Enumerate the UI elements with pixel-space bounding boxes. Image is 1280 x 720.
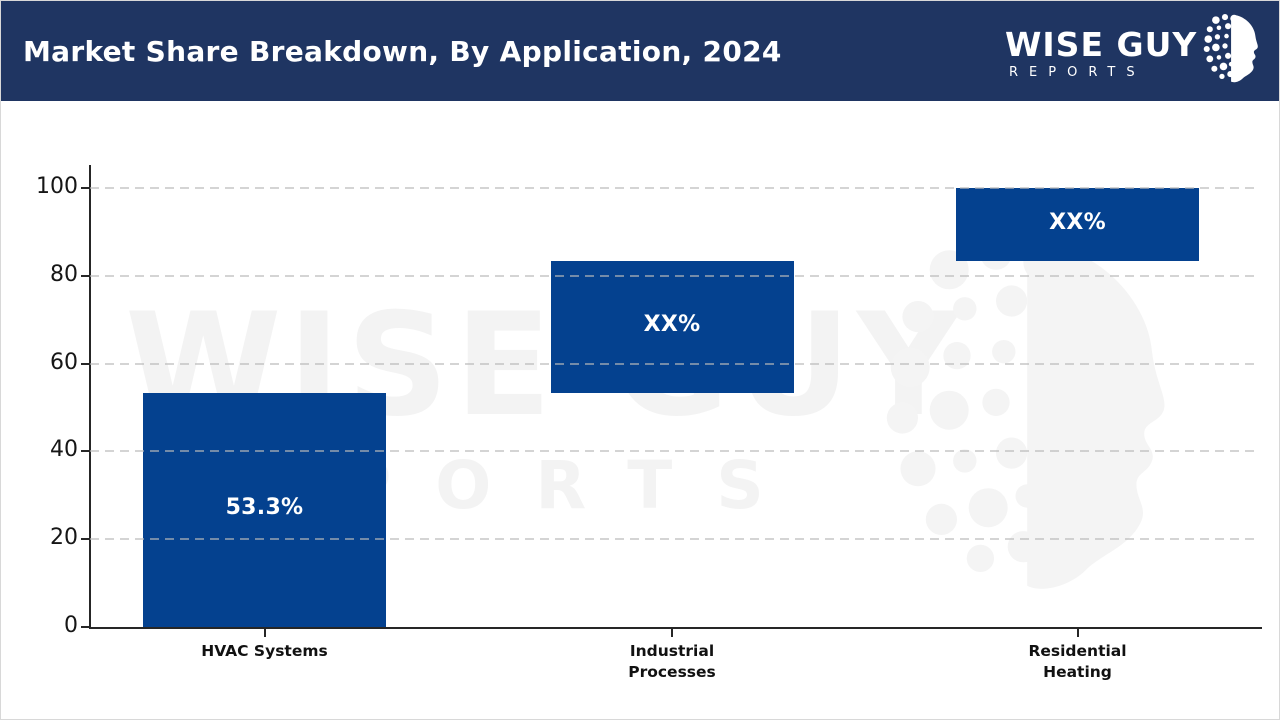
header-bar: Market Share Breakdown, By Application, … <box>1 1 1279 101</box>
x-axis-line <box>89 627 1262 629</box>
y-tick-20 <box>81 538 89 541</box>
bar-residential-heating: XX% <box>956 188 1199 262</box>
x-tick-label-line: Processes <box>628 663 716 681</box>
logo-wordmark: WISE GUY <box>1005 25 1198 64</box>
x-tick-label-line: Industrial <box>629 642 715 660</box>
y-tick-label-0: 0 <box>64 613 78 638</box>
y-tick-label-100: 100 <box>36 174 78 199</box>
x-tick-label-industrial-processes: Industrial Processes <box>562 641 782 683</box>
gridline-80 <box>90 274 1259 277</box>
x-tick-residential-heating <box>1076 629 1079 637</box>
x-tick-label-line: Residential <box>1028 642 1127 660</box>
bar-value-label-residential-heating: XX% <box>1049 209 1106 235</box>
y-axis-line <box>89 165 91 629</box>
gridline-100 <box>90 187 1259 189</box>
y-tick-label-80: 80 <box>50 261 78 287</box>
gridline-20 <box>90 538 1259 541</box>
y-tick-0 <box>81 626 89 628</box>
logo-head-icon <box>1203 14 1258 83</box>
x-tick-label-residential-heating: Residential Heating <box>968 641 1188 683</box>
logo-subtext: REPORTS <box>1009 65 1146 80</box>
x-tick-label-line: Heating <box>1043 663 1112 681</box>
y-tick-60 <box>81 362 89 365</box>
x-tick-label-line: HVAC Systems <box>201 642 328 660</box>
y-tick-label-60: 60 <box>50 349 78 375</box>
y-tick-label-20: 20 <box>50 525 78 551</box>
gridline-40 <box>90 450 1259 453</box>
gridline-60 <box>90 362 1259 365</box>
bar-hvac-systems: 53.3% <box>143 393 386 627</box>
wise-guy-reports-logo: WISE GUY REPORTS <box>1005 9 1258 93</box>
bar-industrial-processes: XX% <box>550 261 794 393</box>
y-tick-80 <box>81 274 89 277</box>
watermark-head-icon <box>886 238 1165 589</box>
x-tick-industrial-processes <box>671 629 673 637</box>
y-tick-label-40: 40 <box>50 437 78 463</box>
page-title: Market Share Breakdown, By Application, … <box>23 34 782 68</box>
bar-value-label-hvac-systems: 53.3% <box>225 494 304 520</box>
y-tick-40 <box>81 450 89 453</box>
y-tick-100 <box>81 187 89 189</box>
bar-value-label-industrial-processes: XX% <box>643 312 701 338</box>
x-tick-label-hvac-systems: HVAC Systems <box>155 641 375 662</box>
x-tick-hvac-systems <box>263 629 266 637</box>
